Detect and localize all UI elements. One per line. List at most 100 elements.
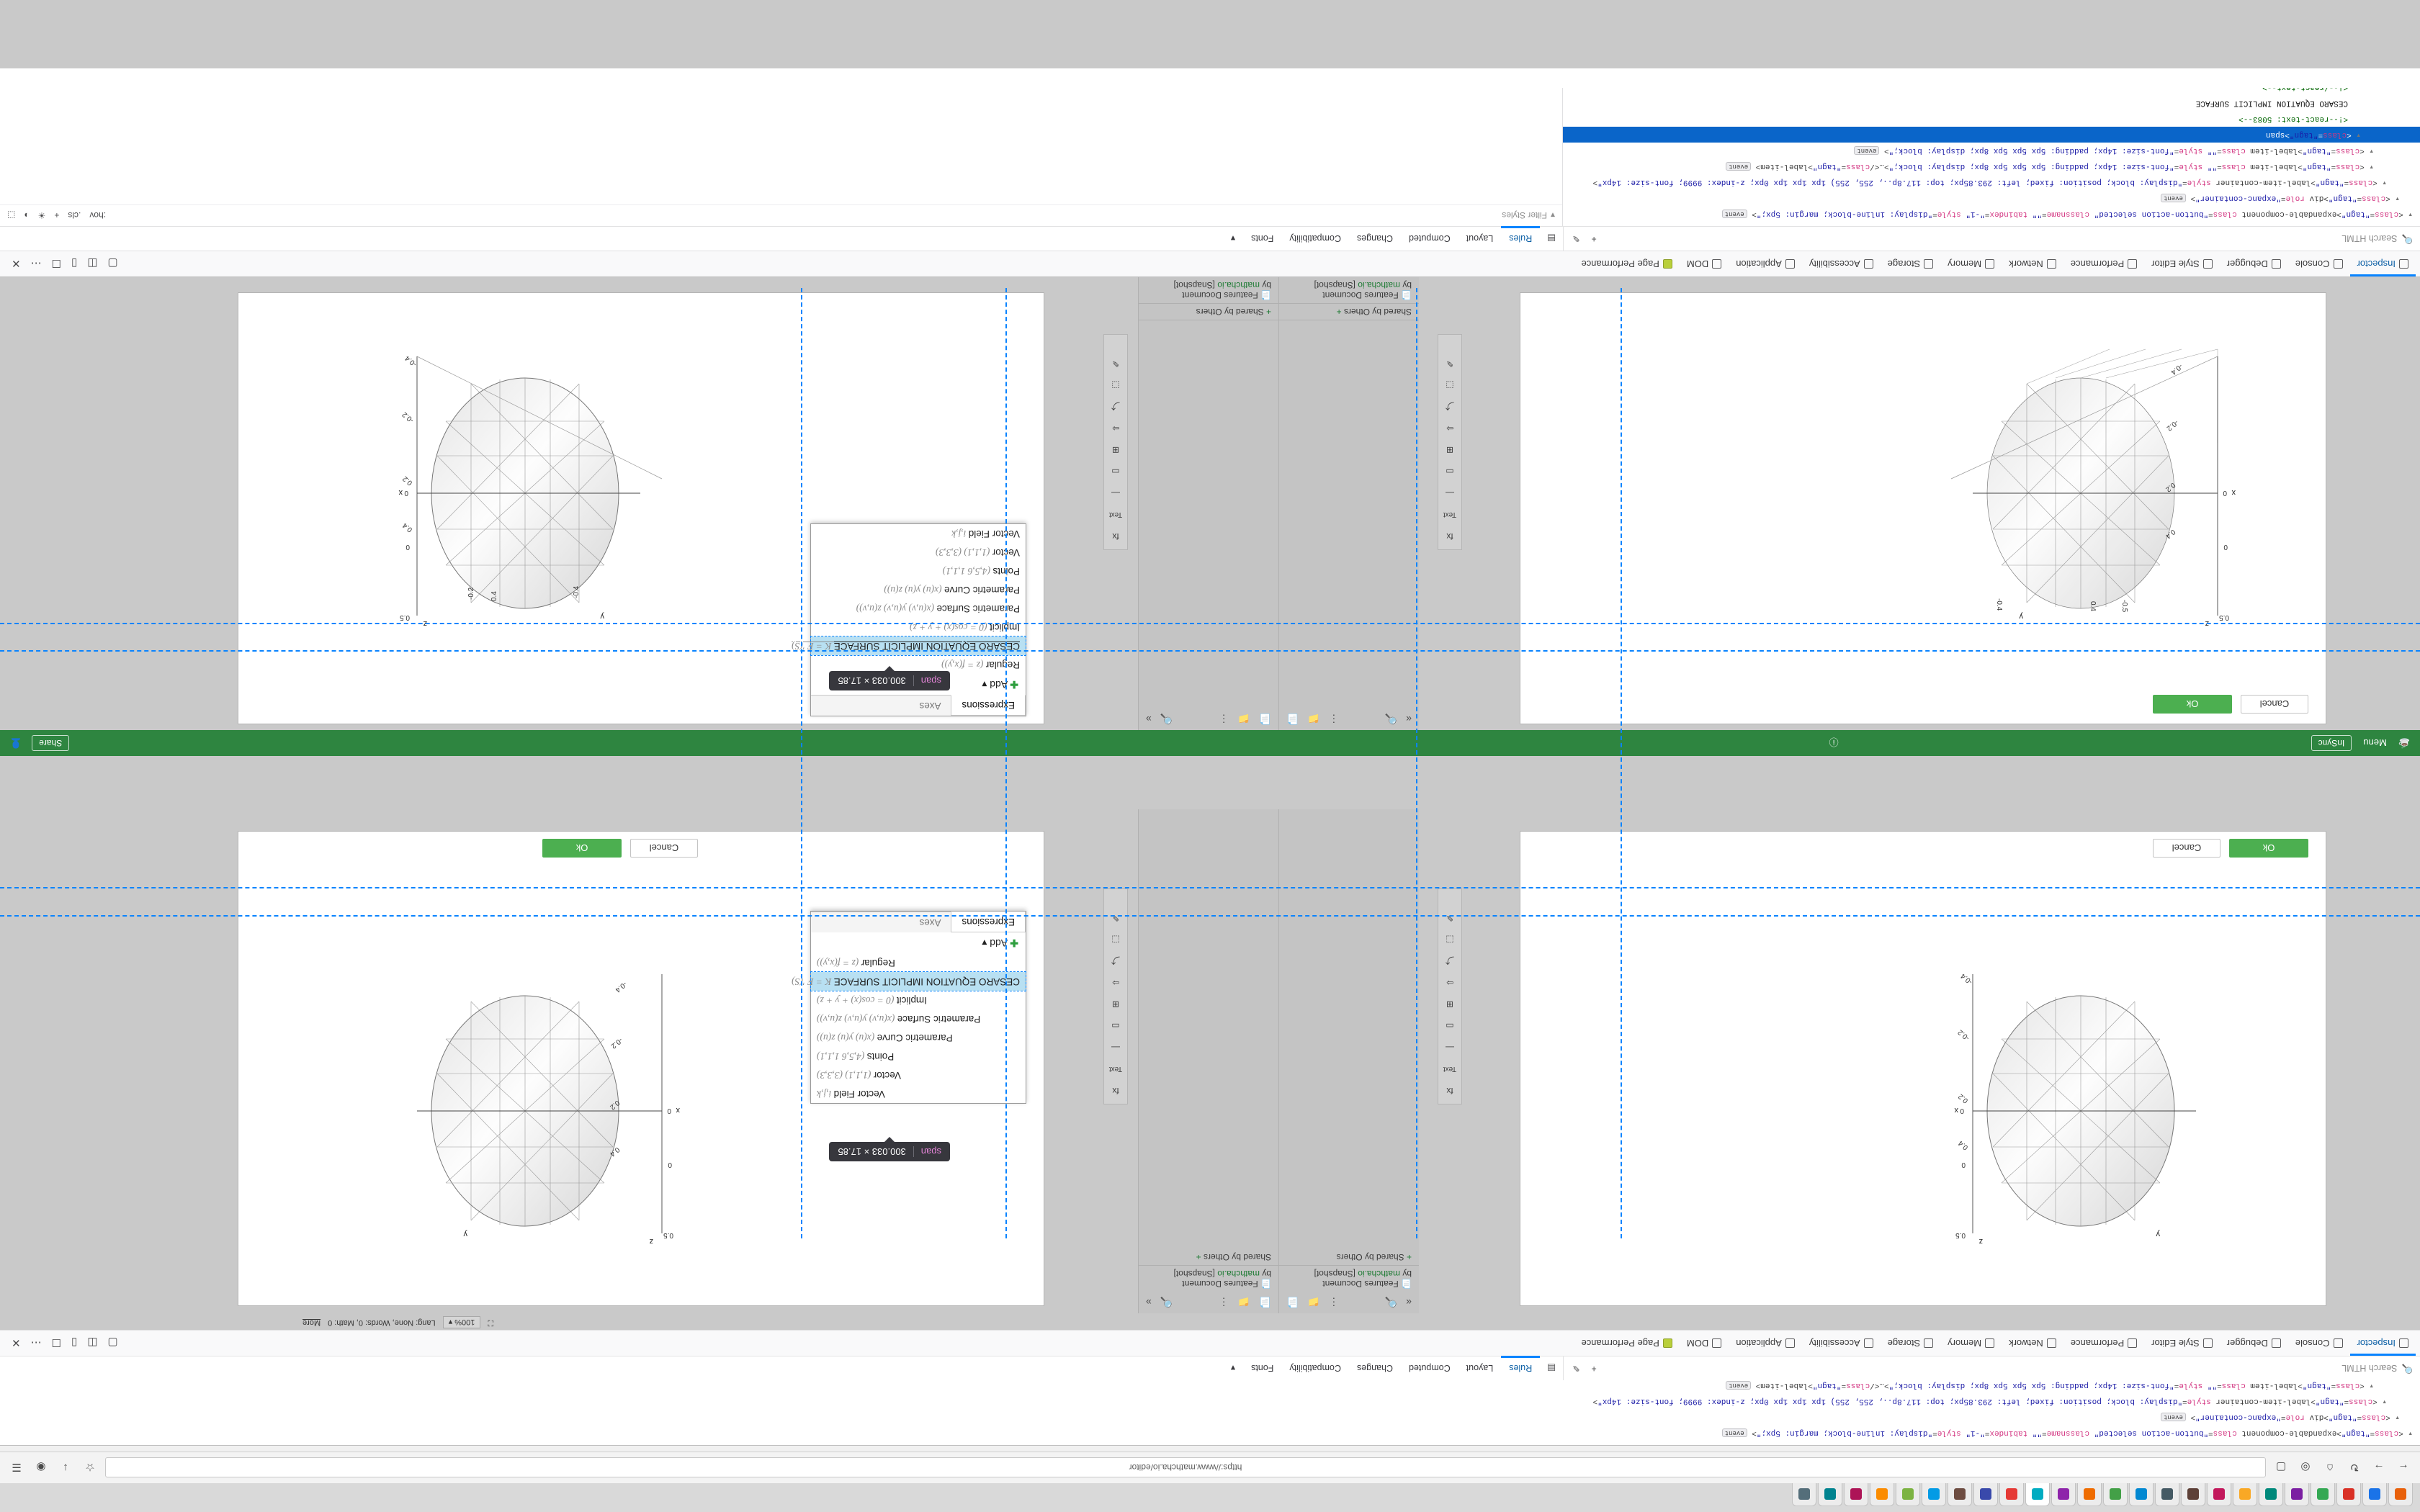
file-browser-doc-a-lower[interactable]: 📄 Features Document by mathcha.io [Snaps… <box>1279 277 1419 304</box>
account-icon[interactable]: ◉ <box>36 1461 46 1474</box>
browser-navbar-top[interactable]: ← → ↻ ⌂ ◎ ▢ https://www.mathcha.io/edito… <box>0 1452 2420 1483</box>
doc-author[interactable]: mathcha.io <box>1217 1269 1260 1279</box>
devtools-tabbar-top[interactable]: Inspector Console Debugger Style Editor Perf… <box>0 1330 2420 1356</box>
contrast-icon[interactable]: ◑ <box>24 210 30 221</box>
document-canvas-right-lower[interactable]: Expressions Axes ✚ Add ▾ Regular (z = f(x… <box>238 292 1044 724</box>
browser-tab[interactable] <box>2129 1483 2154 1506</box>
pane-toggle-icon[interactable]: ▤ <box>1547 233 1556 243</box>
text-tool[interactable]: Text <box>1108 510 1123 519</box>
grid-tool[interactable]: ⊞ <box>1446 999 1454 1009</box>
devtools-tab-dom[interactable]: DOM <box>1680 1331 1729 1356</box>
image-tool[interactable]: ⬚ <box>1111 380 1120 390</box>
image-tool[interactable]: ⬚ <box>1446 935 1454 945</box>
hov-toggle[interactable]: :hov <box>89 210 107 221</box>
surface-plot-left-upper[interactable]: z y x 0.5 0 0 0.4 0.2 -0.2 -0.4 <box>1857 953 2261 1277</box>
filter-styles-bar-bottom[interactable]: ▾ Filter Styles :hov .cls + ☀ ◑ ⬚ <box>0 204 1562 226</box>
expression-item[interactable]: Parametric Surface (x(u,v) y(u,v) z(u,v)… <box>811 1009 1026 1028</box>
dialog-buttons-left-lower[interactable]: Cancel Ok <box>2153 695 2308 714</box>
twisty-icon[interactable]: ▾ <box>2364 1381 2374 1390</box>
measure-icon[interactable]: ◫ <box>87 1336 98 1349</box>
kebab-menu-icon[interactable]: ⋮ <box>1219 1297 1229 1309</box>
expressions-tabs-lower[interactable]: Expressions Axes <box>811 695 1026 716</box>
search-html-input-bottom[interactable]: 🔍 Search HTML + ✎ <box>1563 226 2420 251</box>
rules-tab-rules[interactable]: Rules <box>1501 1356 1540 1381</box>
search-icon[interactable]: 🔍 <box>1384 1297 1398 1309</box>
twisty-icon[interactable]: ▾ <box>2351 130 2361 139</box>
browser-tab[interactable] <box>2181 1483 2205 1506</box>
responsive-mode-icon[interactable]: ☐ <box>51 1336 62 1349</box>
rules-tab-computed[interactable]: Computed <box>1409 233 1451 244</box>
more-link[interactable]: More <box>302 1318 321 1327</box>
event-badge[interactable]: event <box>1726 1381 1752 1390</box>
markup-row[interactable]: ▾ <class="tagn">div role="expanc-contain… <box>1563 190 2420 206</box>
devtools-close-icon[interactable]: ✕ <box>12 257 21 270</box>
devtools-tab-dom[interactable]: DOM <box>1680 251 1729 277</box>
browser-tab[interactable] <box>1792 1483 1816 1506</box>
rules-tab-fonts[interactable]: Fonts <box>1251 1363 1274 1374</box>
browser-tab[interactable] <box>1999 1483 2024 1506</box>
devtools-tab-inspector[interactable]: Inspector <box>2350 251 2416 277</box>
markup-row[interactable]: <!--/react-text--> <box>1563 88 2420 95</box>
event-badge[interactable]: event <box>1726 162 1752 171</box>
kebab-menu-icon[interactable]: ⋮ <box>1328 714 1339 726</box>
devtools-tab-style-editor[interactable]: Style Editor <box>2144 251 2219 277</box>
markup-row[interactable]: ▾ <class="tagn">label-item-container sty… <box>1592 1397 2387 1405</box>
app-menu-icon[interactable]: ☰ <box>12 1461 22 1474</box>
doc-author[interactable]: mathcha.io <box>1358 280 1400 290</box>
file-browser-head-a-upper[interactable]: « 🔍 ⋮ 📁 📄 <box>1279 1292 1419 1313</box>
expression-item[interactable]: Vector (1,1,1) (3,3,3) <box>811 543 1026 562</box>
devtools-tab-console[interactable]: Console <box>2288 251 2350 277</box>
twisty-icon[interactable]: ▾ <box>2377 178 2387 186</box>
expressions-tab-axes[interactable]: Axes <box>919 701 941 711</box>
arrow-tool[interactable]: ⇨ <box>1111 978 1120 988</box>
toolbar-right-lower[interactable]: Share 👤 <box>10 735 70 751</box>
rectangle-tool[interactable]: ▭ <box>1111 1021 1120 1031</box>
document-canvas-left-upper[interactable]: Ok Cancel <box>1520 831 2326 1306</box>
new-folder-icon[interactable]: 📁 <box>1307 714 1320 726</box>
rulers-icon[interactable]: ▯ <box>71 257 78 270</box>
browser-tab[interactable] <box>2233 1483 2257 1506</box>
surface-plot-right-upper[interactable]: z y x 0.5 0 0 0.4 0.2 -0.2 -0.4 <box>302 953 705 1277</box>
rules-tabbar-bottom[interactable]: Rules Layout Computed Changes Compatibility F… <box>1223 227 1540 251</box>
new-folder-icon[interactable]: 📁 <box>1237 1297 1250 1309</box>
browser-tab[interactable] <box>2207 1483 2231 1506</box>
devtools-tab-memory[interactable]: Memory <box>1940 251 2002 277</box>
image-tool[interactable]: ⬚ <box>1446 380 1454 390</box>
expression-item[interactable]: CESARO EQUATION IMPLICIT SURFACE K = F ′… <box>792 971 1026 991</box>
tool-rail-right-upper[interactable]: fx Text — ▭ ⊞ ⇨ ⤴ ⬚ ✎ <box>1103 888 1128 1104</box>
file-browser-head-a-lower[interactable]: « 🔍 ⋮ 📁 📄 <box>1279 708 1419 730</box>
event-badge[interactable]: event <box>2160 1413 2186 1421</box>
browser-tab[interactable] <box>2362 1483 2387 1506</box>
expression-item[interactable]: Parametric Curve (x(u) y(u) z(u)) <box>811 1028 1026 1047</box>
browser-tab[interactable] <box>1922 1483 1946 1506</box>
devtools-subbar-bottom[interactable]: 🔍 Search HTML + ✎ ▤ Rules Layout Computed C… <box>0 226 2420 251</box>
browser-tab[interactable] <box>1844 1483 1868 1506</box>
twisty-icon[interactable]: ▾ <box>2377 1397 2387 1405</box>
rules-tab-fonts[interactable]: Fonts <box>1251 233 1274 244</box>
dialog-buttons-left-upper[interactable]: Ok Cancel <box>2153 839 2308 858</box>
cancel-button[interactable]: Cancel <box>2153 839 2220 858</box>
doc-author[interactable]: mathcha.io <box>1217 280 1260 290</box>
collapse-icon[interactable]: « <box>1406 1297 1412 1308</box>
expression-item[interactable]: Implicit (0 = cos(x) + y + z) <box>811 991 1026 1009</box>
expression-item[interactable]: Points (4,5,6 1,1,1) <box>811 1047 1026 1066</box>
rules-tab-changes[interactable]: Changes <box>1356 233 1393 244</box>
expression-item[interactable]: Regular (z = f(x,y)) <box>811 953 1026 972</box>
devtools-tab-page-performance[interactable]: Page Performance <box>1574 251 1679 277</box>
file-browser-head-b-upper[interactable]: 📄 📁 ⋮ 🔍 » <box>1139 1292 1278 1313</box>
document-canvas-left-lower[interactable]: Cancel Ok <box>1520 292 2326 724</box>
devtools-tab-network[interactable]: Network <box>2002 251 2063 277</box>
expression-item[interactable]: Points (4,5,6 1,1,1) <box>811 562 1026 580</box>
rules-tab-changes[interactable]: Changes <box>1356 1363 1393 1374</box>
rules-tab-compatibility[interactable]: Compatibility <box>1289 233 1341 244</box>
browser-tab[interactable] <box>2336 1483 2361 1506</box>
file-browser-doc-b-lower[interactable]: 📄 Features Document by mathcha.io [Snaps… <box>1139 277 1278 304</box>
search-icon[interactable]: 🔍 <box>1384 714 1398 726</box>
expression-item[interactable]: CESARO EQUATION IMPLICIT SURFACE K = F ′… <box>792 636 1026 656</box>
event-badge[interactable]: event <box>1721 210 1747 218</box>
pane-toggle-icon[interactable]: ▤ <box>1547 1363 1556 1373</box>
file-browser-doc-b-upper[interactable]: 📄 Features Document by mathcha.io [Snaps… <box>1139 1266 1278 1292</box>
devtools-tab-performance[interactable]: Performance <box>2063 251 2144 277</box>
rectangle-tool[interactable]: ▭ <box>1446 1021 1454 1031</box>
expression-item[interactable]: Vector (1,1,1) (3,3,3) <box>811 1066 1026 1084</box>
